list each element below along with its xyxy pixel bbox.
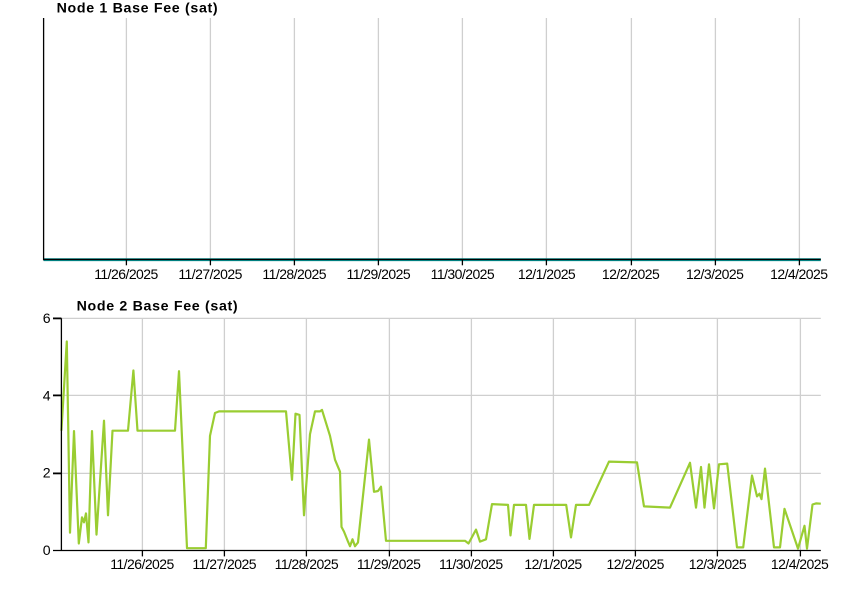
svg-text:12/3/2025: 12/3/2025 — [686, 266, 744, 282]
svg-text:12/1/2025: 12/1/2025 — [518, 266, 576, 282]
svg-text:6: 6 — [43, 310, 51, 326]
svg-text:12/4/2025: 12/4/2025 — [770, 266, 828, 282]
svg-text:12/2/2025: 12/2/2025 — [602, 266, 660, 282]
svg-text:11/27/2025: 11/27/2025 — [178, 266, 242, 282]
svg-text:Node 2 Base Fee (sat): Node 2 Base Fee (sat) — [77, 299, 239, 315]
svg-text:11/26/2025: 11/26/2025 — [110, 556, 174, 572]
svg-text:2: 2 — [43, 465, 51, 481]
svg-text:12/3/2025: 12/3/2025 — [689, 556, 747, 572]
svg-text:11/26/2025: 11/26/2025 — [94, 266, 158, 282]
svg-text:12/2/2025: 12/2/2025 — [607, 556, 665, 572]
svg-text:11/28/2025: 11/28/2025 — [275, 556, 339, 572]
svg-text:0: 0 — [43, 542, 51, 558]
svg-text:12/1/2025: 12/1/2025 — [524, 556, 582, 572]
svg-text:11/30/2025: 11/30/2025 — [439, 556, 503, 572]
svg-text:12/4/2025: 12/4/2025 — [771, 556, 829, 572]
svg-text:Node 1 Base Fee (sat): Node 1 Base Fee (sat) — [57, 0, 219, 16]
svg-text:11/30/2025: 11/30/2025 — [431, 266, 495, 282]
svg-text:11/29/2025: 11/29/2025 — [357, 556, 421, 572]
svg-text:11/27/2025: 11/27/2025 — [192, 556, 256, 572]
svg-text:4: 4 — [43, 387, 51, 403]
svg-text:11/28/2025: 11/28/2025 — [262, 266, 326, 282]
svg-text:11/29/2025: 11/29/2025 — [347, 266, 411, 282]
